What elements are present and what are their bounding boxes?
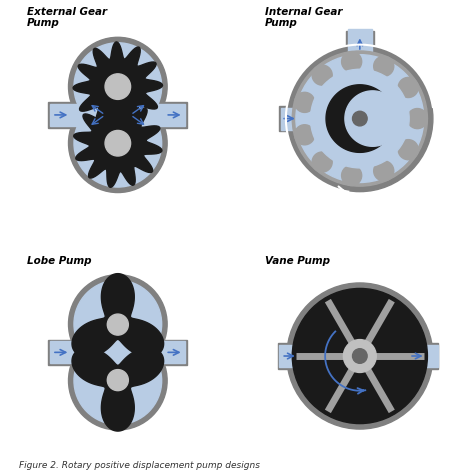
Circle shape bbox=[294, 93, 315, 112]
Circle shape bbox=[105, 74, 131, 100]
Circle shape bbox=[287, 45, 433, 192]
Circle shape bbox=[352, 110, 368, 127]
Circle shape bbox=[74, 280, 162, 368]
Bar bbox=[405, 343, 438, 369]
Text: Vane Pump: Vane Pump bbox=[265, 256, 330, 266]
Polygon shape bbox=[73, 42, 163, 131]
Circle shape bbox=[353, 111, 367, 126]
Bar bbox=[348, 29, 372, 53]
Bar bbox=[48, 102, 187, 128]
Circle shape bbox=[312, 152, 332, 172]
Bar bbox=[48, 339, 187, 365]
Circle shape bbox=[343, 339, 376, 372]
Text: External Gear
Pump: External Gear Pump bbox=[27, 7, 107, 28]
Polygon shape bbox=[330, 88, 390, 147]
Circle shape bbox=[312, 65, 332, 85]
Polygon shape bbox=[74, 99, 162, 187]
Text: Lobe Pump: Lobe Pump bbox=[27, 256, 91, 266]
Circle shape bbox=[69, 275, 167, 373]
Circle shape bbox=[107, 314, 128, 335]
Circle shape bbox=[287, 283, 433, 429]
Polygon shape bbox=[345, 91, 401, 146]
Bar bbox=[280, 106, 310, 131]
Circle shape bbox=[69, 37, 167, 136]
Text: Figure 2. Rotary positive displacement pump designs: Figure 2. Rotary positive displacement p… bbox=[19, 461, 260, 470]
Circle shape bbox=[74, 337, 162, 424]
Bar bbox=[346, 31, 374, 55]
Bar bbox=[278, 343, 314, 369]
Circle shape bbox=[407, 109, 428, 128]
Bar bbox=[50, 104, 185, 126]
Text: Internal Gear
Pump: Internal Gear Pump bbox=[265, 7, 342, 28]
Polygon shape bbox=[72, 348, 164, 431]
Bar bbox=[281, 108, 310, 129]
Circle shape bbox=[296, 55, 424, 183]
Bar bbox=[50, 341, 185, 363]
Circle shape bbox=[69, 94, 167, 193]
Circle shape bbox=[342, 51, 362, 72]
Circle shape bbox=[398, 77, 418, 98]
Circle shape bbox=[398, 140, 418, 160]
Circle shape bbox=[294, 125, 315, 145]
Circle shape bbox=[74, 100, 162, 187]
Bar bbox=[407, 345, 438, 367]
Circle shape bbox=[105, 130, 131, 156]
Circle shape bbox=[107, 370, 128, 391]
Polygon shape bbox=[72, 274, 164, 357]
Circle shape bbox=[292, 288, 428, 423]
Circle shape bbox=[69, 331, 167, 430]
Circle shape bbox=[374, 56, 394, 76]
Circle shape bbox=[292, 51, 428, 186]
Circle shape bbox=[374, 161, 394, 181]
Circle shape bbox=[342, 166, 362, 185]
Bar bbox=[280, 345, 314, 367]
Polygon shape bbox=[326, 85, 393, 152]
Circle shape bbox=[310, 69, 409, 168]
Circle shape bbox=[353, 349, 367, 363]
Circle shape bbox=[74, 43, 162, 130]
